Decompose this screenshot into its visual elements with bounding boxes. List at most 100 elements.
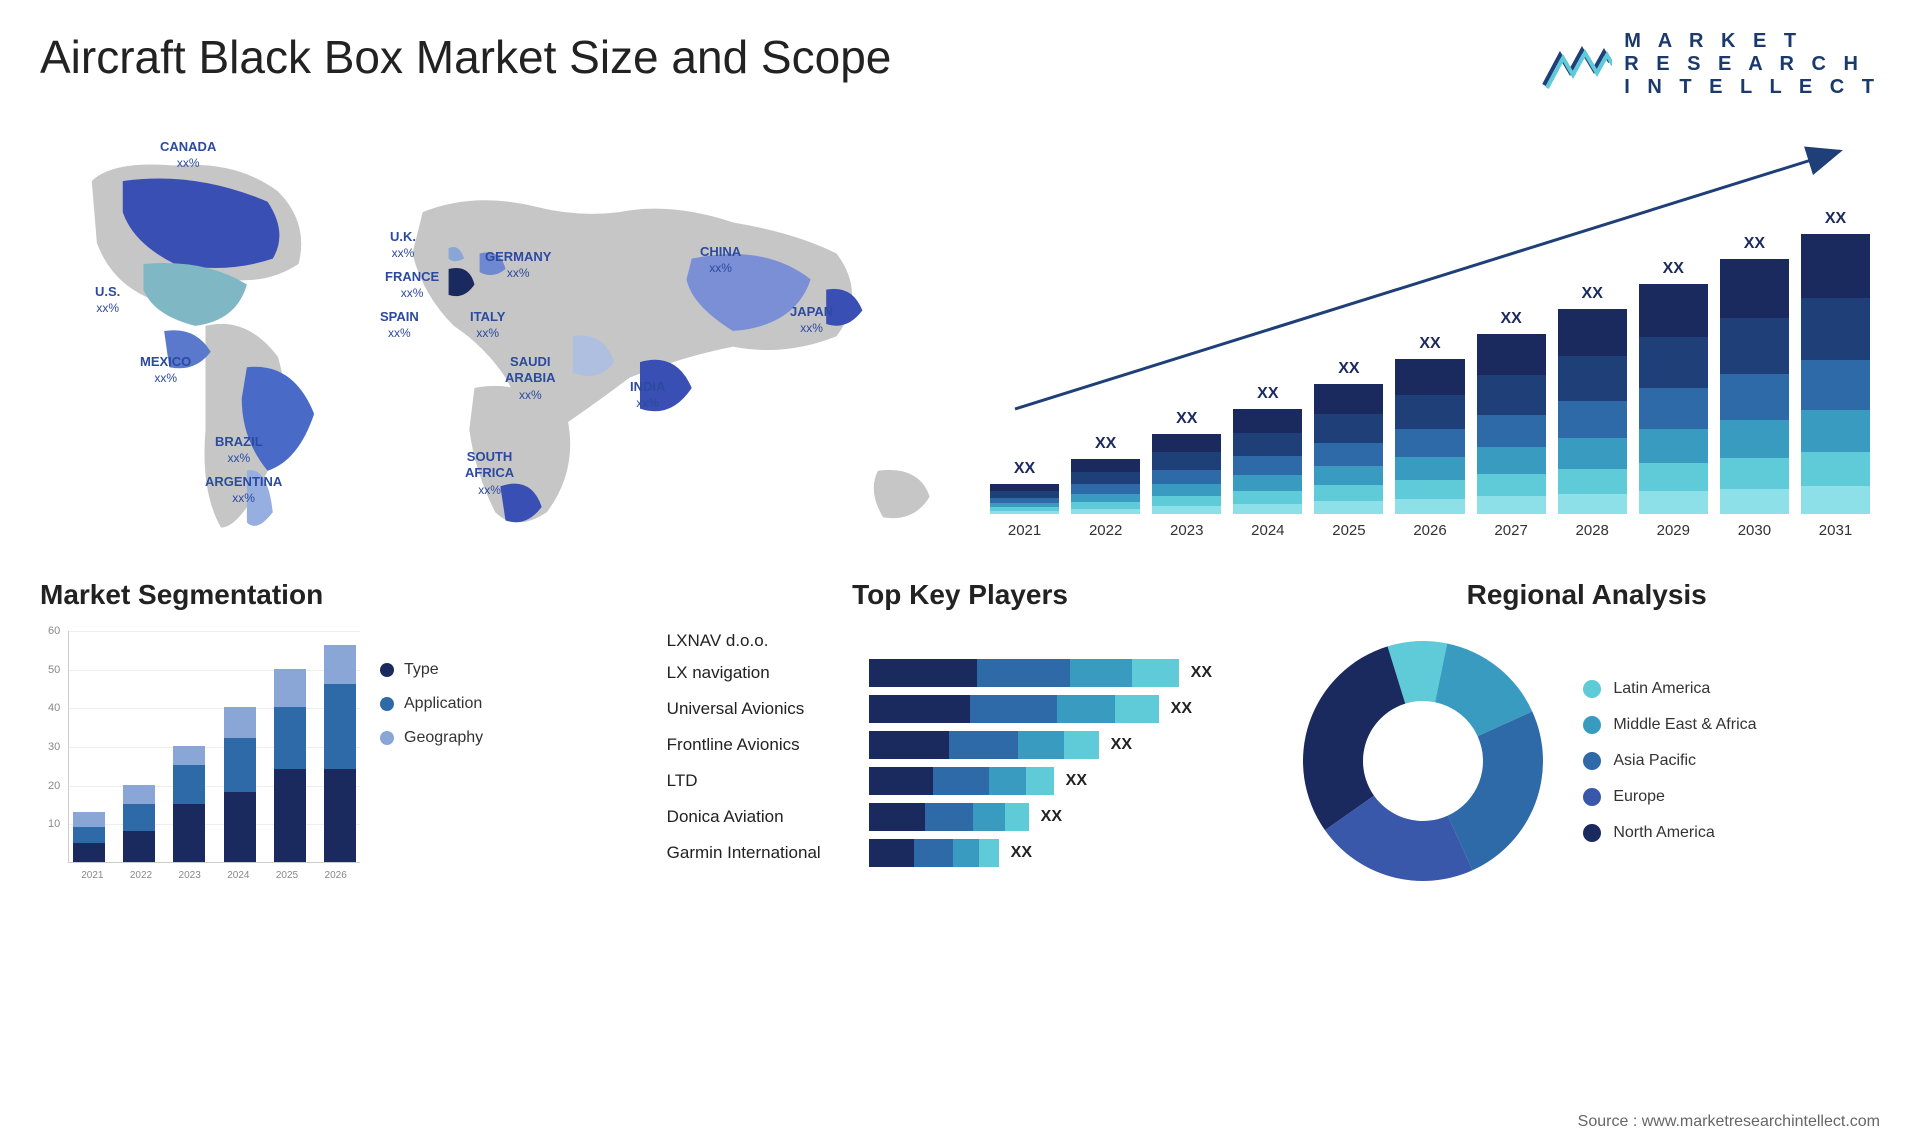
- segmentation-bar-segment: [173, 746, 205, 765]
- segmentation-bar-2025: [270, 669, 310, 862]
- player-bar-segment: [869, 695, 971, 723]
- segmentation-year-label: 2024: [227, 870, 249, 881]
- world-map-panel: CANADAxx%U.S.xx%MEXICOxx%BRAZILxx%ARGENT…: [40, 119, 940, 539]
- forecast-bar-segment: [1558, 356, 1627, 401]
- forecast-bar-segment: [1314, 466, 1383, 486]
- segmentation-bar-2023: [169, 746, 209, 862]
- player-bar-segment: [869, 839, 915, 867]
- forecast-bar-segment: [1639, 337, 1708, 388]
- player-value-label: XX: [1191, 664, 1212, 682]
- forecast-bar-segment: [1558, 469, 1627, 494]
- player-bar-segment: [1005, 803, 1029, 831]
- segmentation-bar-segment: [274, 669, 306, 708]
- player-name-label: Garmin International: [667, 843, 857, 863]
- legend-dot-icon: [1583, 716, 1601, 734]
- legend-label: Geography: [404, 729, 483, 747]
- forecast-bar-segment: [990, 511, 1059, 514]
- legend-dot-icon: [1583, 824, 1601, 842]
- segmentation-ytick-label: 10: [48, 818, 60, 830]
- map-label-southafrica: SOUTH AFRICAxx%: [465, 449, 514, 498]
- segmentation-bar-2026: [320, 645, 360, 862]
- forecast-year-label: 2021: [1008, 522, 1041, 539]
- segmentation-bar-segment: [173, 765, 205, 804]
- forecast-bar-stack: [1071, 459, 1140, 514]
- forecast-bar-stack: [1233, 409, 1302, 514]
- segmentation-bar-segment: [123, 804, 155, 831]
- segmentation-bar-segment: [73, 827, 105, 842]
- forecast-bar-segment: [1477, 415, 1546, 447]
- legend-label: North America: [1613, 824, 1714, 842]
- forecast-bar-segment: [1720, 318, 1789, 374]
- forecast-bar-segment: [1071, 502, 1140, 509]
- forecast-bar-segment: [1801, 298, 1870, 360]
- forecast-bar-segment: [1558, 438, 1627, 469]
- forecast-bar-segment: [1720, 458, 1789, 489]
- player-bar-segment: [869, 767, 934, 795]
- segmentation-year-label: 2021: [81, 870, 103, 881]
- forecast-bar-2030: XX2030: [1720, 235, 1789, 539]
- map-label-china: CHINAxx%: [700, 244, 741, 277]
- forecast-bar-segment: [1801, 410, 1870, 452]
- legend-dot-icon: [1583, 788, 1601, 806]
- forecast-bar-segment: [1314, 414, 1383, 443]
- segmentation-bar-segment: [173, 804, 205, 862]
- region-legend-item: North America: [1583, 824, 1756, 842]
- forecast-bar-segment: [1314, 443, 1383, 466]
- segmentation-bar-segment: [73, 843, 105, 862]
- region-legend-item: Europe: [1583, 788, 1756, 806]
- forecast-bar-segment: [1152, 496, 1221, 506]
- regional-panel: Regional Analysis Latin AmericaMiddle Ea…: [1293, 579, 1880, 891]
- forecast-bar-segment: [1720, 489, 1789, 515]
- players-title: Top Key Players: [667, 579, 1254, 611]
- player-bar-segment: [970, 695, 1057, 723]
- forecast-bar-stack: [1558, 309, 1627, 514]
- header: Aircraft Black Box Market Size and Scope…: [40, 30, 1880, 99]
- forecast-bar-2028: XX2028: [1558, 285, 1627, 539]
- player-row: LXNAV d.o.o.: [667, 631, 1254, 651]
- forecast-bar-segment: [1477, 447, 1546, 474]
- player-value-label: XX: [1041, 808, 1062, 826]
- page-title: Aircraft Black Box Market Size and Scope: [40, 30, 891, 84]
- logo-icon: [1542, 40, 1612, 90]
- segmentation-bar-segment: [274, 707, 306, 769]
- player-bar-segment: [1057, 695, 1115, 723]
- region-legend-item: Middle East & Africa: [1583, 716, 1756, 734]
- forecast-year-label: 2029: [1657, 522, 1690, 539]
- player-bar-segment: [1018, 731, 1064, 759]
- player-bar: [869, 695, 1159, 723]
- forecast-bar-segment: [1071, 472, 1140, 484]
- forecast-bar-segment: [1071, 494, 1140, 502]
- segmentation-bar-segment: [224, 792, 256, 862]
- player-row: Frontline AvionicsXX: [667, 731, 1254, 759]
- forecast-bar-stack: [1152, 434, 1221, 514]
- player-bar: [869, 803, 1029, 831]
- players-panel: Top Key Players LXNAV d.o.o. LX navigatio…: [667, 579, 1254, 891]
- legend-label: Type: [404, 661, 439, 679]
- forecast-bar-segment: [1395, 499, 1464, 515]
- forecast-bar-segment: [1395, 457, 1464, 480]
- map-label-japan: JAPANxx%: [790, 304, 833, 337]
- forecast-bar-stack: [990, 484, 1059, 514]
- segmentation-bar-segment: [123, 785, 155, 804]
- map-label-uk: U.K.xx%: [390, 229, 416, 262]
- forecast-bar-segment: [1477, 474, 1546, 496]
- forecast-year-label: 2030: [1738, 522, 1771, 539]
- forecast-bar-segment: [1639, 491, 1708, 514]
- segmentation-panel: Market Segmentation 20212022202320242025…: [40, 579, 627, 891]
- forecast-bar-stack: [1477, 334, 1546, 514]
- segmentation-ytick-label: 30: [48, 741, 60, 753]
- player-bar-segment: [953, 839, 979, 867]
- forecast-bar-segment: [1558, 401, 1627, 438]
- player-bar-segment: [933, 767, 989, 795]
- source-attribution: Source : www.marketresearchintellect.com: [1578, 1113, 1880, 1131]
- player-bar-segment: [1026, 767, 1054, 795]
- player-row: LX navigationXX: [667, 659, 1254, 687]
- forecast-year-label: 2025: [1332, 522, 1365, 539]
- forecast-bar-stack: [1720, 259, 1789, 514]
- forecast-bar-segment: [1233, 475, 1302, 491]
- player-bar: [869, 839, 999, 867]
- donut-slice: [1303, 646, 1405, 830]
- player-bar-segment: [1070, 659, 1132, 687]
- forecast-bar-segment: [1152, 470, 1221, 484]
- legend-dot-icon: [380, 697, 394, 711]
